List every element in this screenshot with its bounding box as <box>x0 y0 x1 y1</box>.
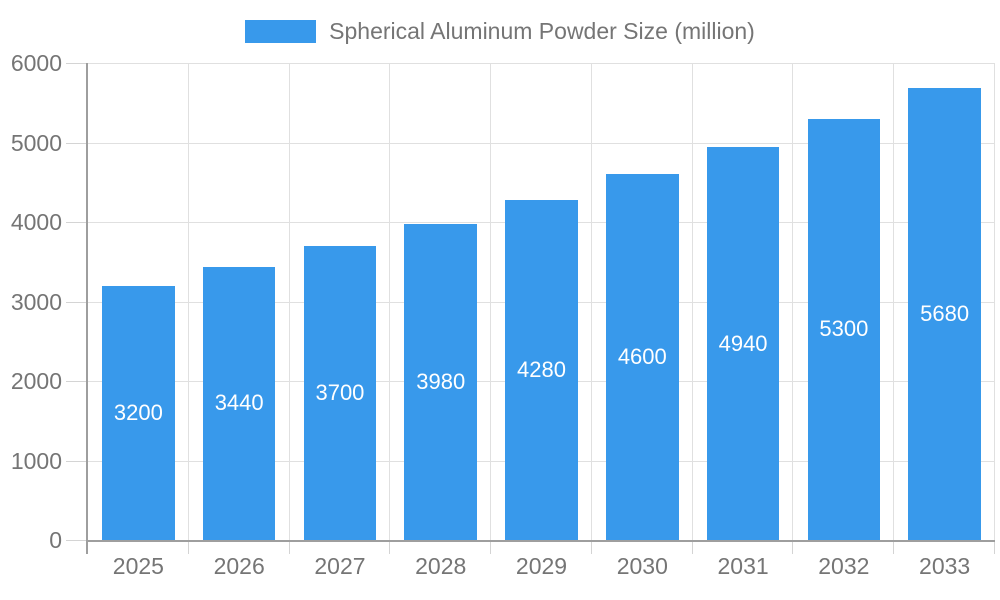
x-tick-mark <box>893 542 895 554</box>
y-tick-mark <box>66 142 86 144</box>
x-tick-label: 2029 <box>515 553 568 579</box>
x-tick-label: 2032 <box>818 553 870 579</box>
legend-label: Spherical Aluminum Powder Size (million) <box>329 17 755 44</box>
x-tick-label: 2030 <box>616 553 668 579</box>
legend-swatch-icon <box>245 19 317 43</box>
h-gridline <box>88 63 995 64</box>
y-tick-label: 2000 <box>10 368 62 395</box>
x-tick-mark <box>187 542 189 554</box>
chart-legend[interactable]: Spherical Aluminum Powder Size (million) <box>0 18 1000 44</box>
plot-area: 3200 3440 3700 3980 4280 4600 4940 5300 5680 <box>66 63 995 554</box>
y-tick-mark <box>66 63 86 64</box>
bar: 3200 <box>102 285 175 540</box>
y-tick-label: 5000 <box>10 129 62 156</box>
x-tick-mark <box>389 542 391 554</box>
bar: 3440 <box>202 266 276 540</box>
bar-cell: 4280 <box>491 63 592 540</box>
bar: 4600 <box>606 174 679 540</box>
x-axis-labels: 2025 2026 2027 2028 2029 2030 2031 2032 2033 <box>88 552 995 580</box>
bar: 3980 <box>404 223 478 540</box>
y-tick-mark <box>66 381 86 383</box>
bar-cell: 3440 <box>189 63 290 540</box>
bar: 3700 <box>303 245 377 540</box>
bar-value-label: 5680 <box>920 301 970 327</box>
bar-value-label: 3700 <box>315 379 365 405</box>
v-gridline <box>994 63 995 540</box>
bar-cell: 5680 <box>894 63 995 540</box>
y-tick-mark <box>66 222 86 224</box>
bar-cell: 4600 <box>592 63 693 540</box>
y-tick-label: 1000 <box>10 447 62 474</box>
bar-cell: 3200 <box>88 63 189 540</box>
v-gridline <box>490 63 492 540</box>
x-tick-label: 2026 <box>213 553 265 579</box>
y-tick-mark <box>66 540 86 541</box>
x-tick-mark <box>288 542 290 554</box>
bar-value-label: 3440 <box>214 390 264 416</box>
bar: 4280 <box>505 199 578 540</box>
y-tick-mark <box>66 460 86 462</box>
bar-value-label: 4280 <box>517 356 566 382</box>
bar: 5300 <box>807 118 881 540</box>
v-gridline <box>389 63 391 540</box>
v-gridline <box>691 63 693 540</box>
v-gridline <box>893 63 895 540</box>
bar-cell: 3700 <box>290 63 391 540</box>
x-tick-mark <box>490 542 492 554</box>
v-gridline <box>187 63 189 540</box>
x-tick-mark <box>792 542 794 554</box>
bar-series: 3200 3440 3700 3980 4280 4600 4940 5300 5680 <box>88 63 995 540</box>
y-tick-label: 3000 <box>10 288 62 315</box>
bar-value-label: 3980 <box>416 368 466 394</box>
bar-cell: 5300 <box>793 63 894 540</box>
y-axis-line <box>86 63 88 554</box>
x-axis-line <box>86 540 995 542</box>
x-tick-label: 2033 <box>919 553 971 579</box>
y-axis-labels: 0 1000 2000 3000 4000 5000 6000 <box>0 51 62 552</box>
bar-value-label: 5300 <box>819 316 869 342</box>
h-gridline <box>88 142 995 144</box>
bar-value-label: 4940 <box>718 330 768 356</box>
v-gridline <box>288 63 290 540</box>
v-gridline <box>590 63 592 540</box>
x-tick-mark <box>994 542 995 554</box>
bar-cell: 3980 <box>390 63 491 540</box>
v-gridline <box>792 63 794 540</box>
y-tick-label: 0 <box>49 527 62 553</box>
bar: 4940 <box>706 147 780 540</box>
x-tick-mark <box>691 542 693 554</box>
x-tick-mark <box>590 542 592 554</box>
bar-value-label: 4600 <box>617 344 667 370</box>
x-tick-label: 2027 <box>314 553 366 579</box>
y-tick-label: 4000 <box>10 209 62 236</box>
x-tick-label: 2031 <box>717 553 769 579</box>
bar-cell: 4940 <box>693 63 794 540</box>
bar: 5680 <box>908 88 981 540</box>
x-tick-label: 2025 <box>112 553 164 579</box>
bar-value-label: 3200 <box>113 399 163 425</box>
y-tick-label: 6000 <box>10 50 62 76</box>
x-tick-label: 2028 <box>415 553 467 579</box>
y-tick-mark <box>66 301 86 303</box>
